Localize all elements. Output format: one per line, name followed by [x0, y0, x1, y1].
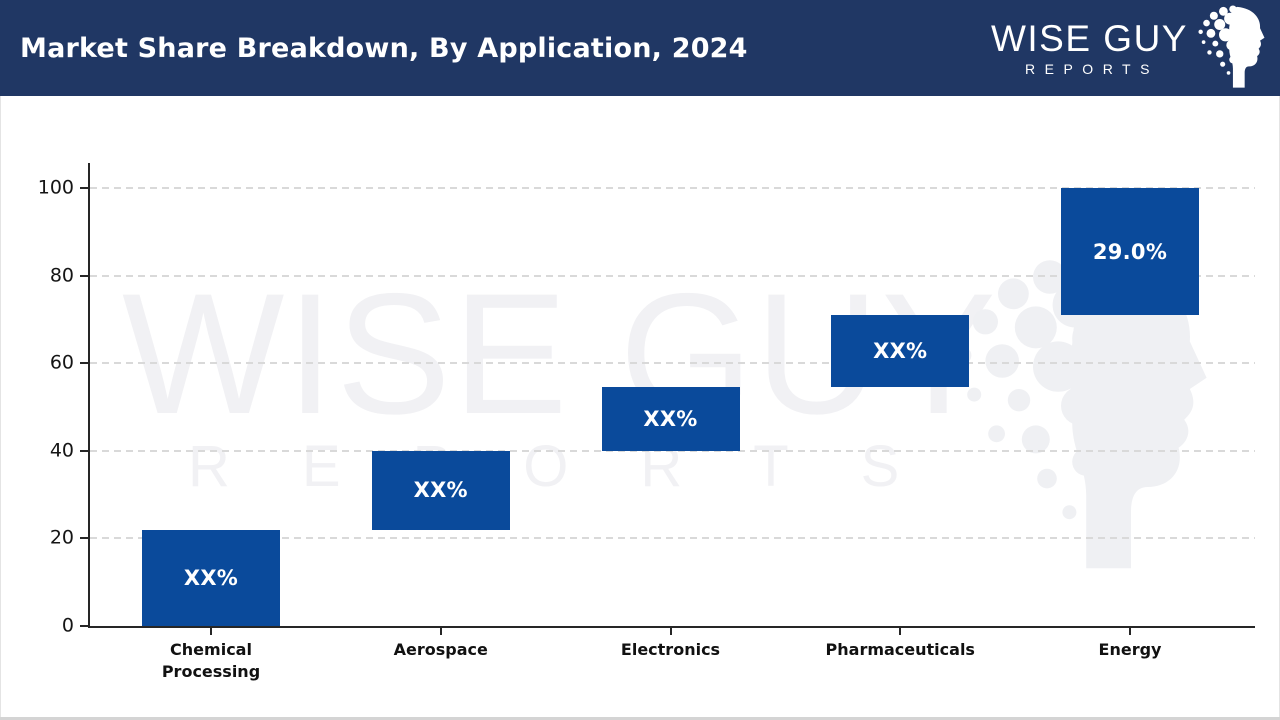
x-axis-label: Electronics: [556, 639, 786, 661]
bar-segment: 29.0%: [1061, 188, 1199, 316]
x-axis-label: Aerospace: [326, 639, 556, 661]
x-axis-label-line: Chemical: [170, 640, 252, 659]
bar-segment: XX%: [142, 529, 280, 626]
x-axis-label-line: Electronics: [620, 640, 721, 659]
y-gridline: [90, 187, 1255, 189]
x-axis-label-line: Pharmaceuticals: [825, 640, 975, 659]
header-bar: Market Share Breakdown, By Application, …: [0, 0, 1280, 96]
brand-logo: WISE GUY REPORTS: [991, 4, 1270, 92]
page-title: Market Share Breakdown, By Application, …: [20, 32, 748, 64]
bar-value-label: XX%: [413, 478, 468, 503]
watermark-subtext: REPORTS: [188, 434, 972, 499]
y-tick-mark: [80, 274, 88, 277]
y-tick-mark: [80, 187, 88, 189]
x-axis-label-line: Processing: [161, 661, 261, 681]
bar-segment: XX%: [601, 387, 740, 451]
y-tick-label: 80: [49, 264, 74, 287]
x-axis-label: Chemical Processing: [96, 639, 326, 682]
x-tick-mark: [439, 628, 442, 635]
bar-value-label: XX%: [873, 339, 928, 364]
y-tick-label: 100: [37, 176, 74, 199]
y-tick-label: 20: [49, 526, 74, 549]
y-tick-mark: [80, 362, 88, 365]
y-gridline: [90, 274, 1255, 277]
x-axis-label: Pharmaceuticals: [785, 639, 1015, 661]
x-tick-mark: [210, 628, 212, 635]
y-tick-mark: [80, 449, 88, 452]
y-tick-mark: [80, 537, 88, 540]
x-axis-label: Energy: [1015, 639, 1245, 661]
y-tick-label: 60: [49, 351, 74, 374]
x-tick-mark: [899, 628, 902, 635]
x-axis-label-line: Aerospace: [393, 640, 488, 659]
head-profile-icon: [1198, 5, 1265, 88]
bar-segment: XX%: [831, 315, 970, 388]
x-axis-label-line: Energy: [1098, 640, 1162, 659]
y-tick-label: 0: [61, 614, 74, 637]
y-gridline: [90, 362, 1255, 365]
bar-value-label: 29.0%: [1092, 239, 1168, 264]
bar-segment: XX%: [371, 450, 510, 530]
bar-value-label: XX%: [643, 407, 698, 432]
y-gridline: [90, 449, 1255, 452]
y-gridline: [90, 537, 1255, 540]
x-tick-mark: [669, 628, 672, 635]
brand-subtitle: REPORTS: [1025, 60, 1159, 77]
plot-area: 0 20 40 60 80 100 XX% Chemical Processing XX% Aero…: [38, 163, 1255, 681]
brand-name: WISE GUY: [990, 17, 1188, 59]
y-tick-mark: [80, 625, 88, 627]
bar-value-label: XX%: [183, 565, 239, 590]
y-tick-label: 40: [49, 439, 74, 462]
x-tick-mark: [1129, 628, 1131, 635]
brand-logo-text: WISE GUY REPORTS: [991, 20, 1188, 77]
